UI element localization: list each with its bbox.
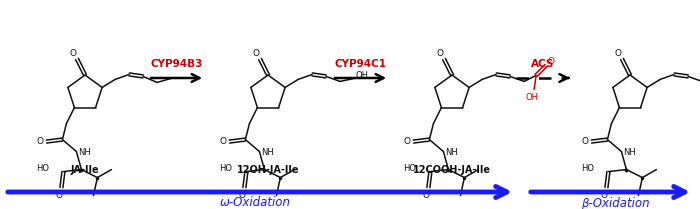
Text: HO: HO (36, 164, 50, 173)
Text: O: O (220, 137, 227, 146)
Text: CYP94C1: CYP94C1 (335, 59, 386, 69)
Text: CYP94B3: CYP94B3 (150, 59, 203, 69)
Text: NH: NH (445, 148, 458, 157)
Text: O: O (601, 191, 608, 200)
Text: O: O (582, 137, 589, 146)
Text: HO: HO (403, 164, 416, 173)
Text: OH: OH (526, 93, 538, 102)
Text: O: O (615, 48, 622, 57)
Text: 12COOH-JA-Ile: 12COOH-JA-Ile (413, 165, 491, 175)
Text: O: O (437, 48, 444, 57)
Text: JA-Ile: JA-Ile (71, 165, 99, 175)
Text: ω-Oxidation: ω-Oxidation (220, 196, 290, 209)
Text: NH: NH (78, 148, 91, 157)
Text: NH: NH (261, 148, 274, 157)
Text: O: O (404, 137, 411, 146)
Text: HO: HO (219, 164, 232, 173)
Text: O: O (423, 191, 430, 200)
Text: β-Oxidation: β-Oxidation (581, 196, 650, 209)
Text: O: O (56, 191, 63, 200)
Text: ACS: ACS (531, 59, 554, 69)
Text: OH: OH (356, 71, 369, 80)
Text: O: O (69, 48, 76, 57)
Text: HO: HO (582, 164, 594, 173)
Text: O: O (253, 48, 260, 57)
Text: O: O (239, 191, 246, 200)
Text: O: O (37, 137, 44, 146)
Text: NH: NH (623, 148, 636, 157)
Text: 12OH-JA-Ile: 12OH-JA-Ile (237, 165, 300, 175)
Text: O: O (547, 57, 554, 66)
